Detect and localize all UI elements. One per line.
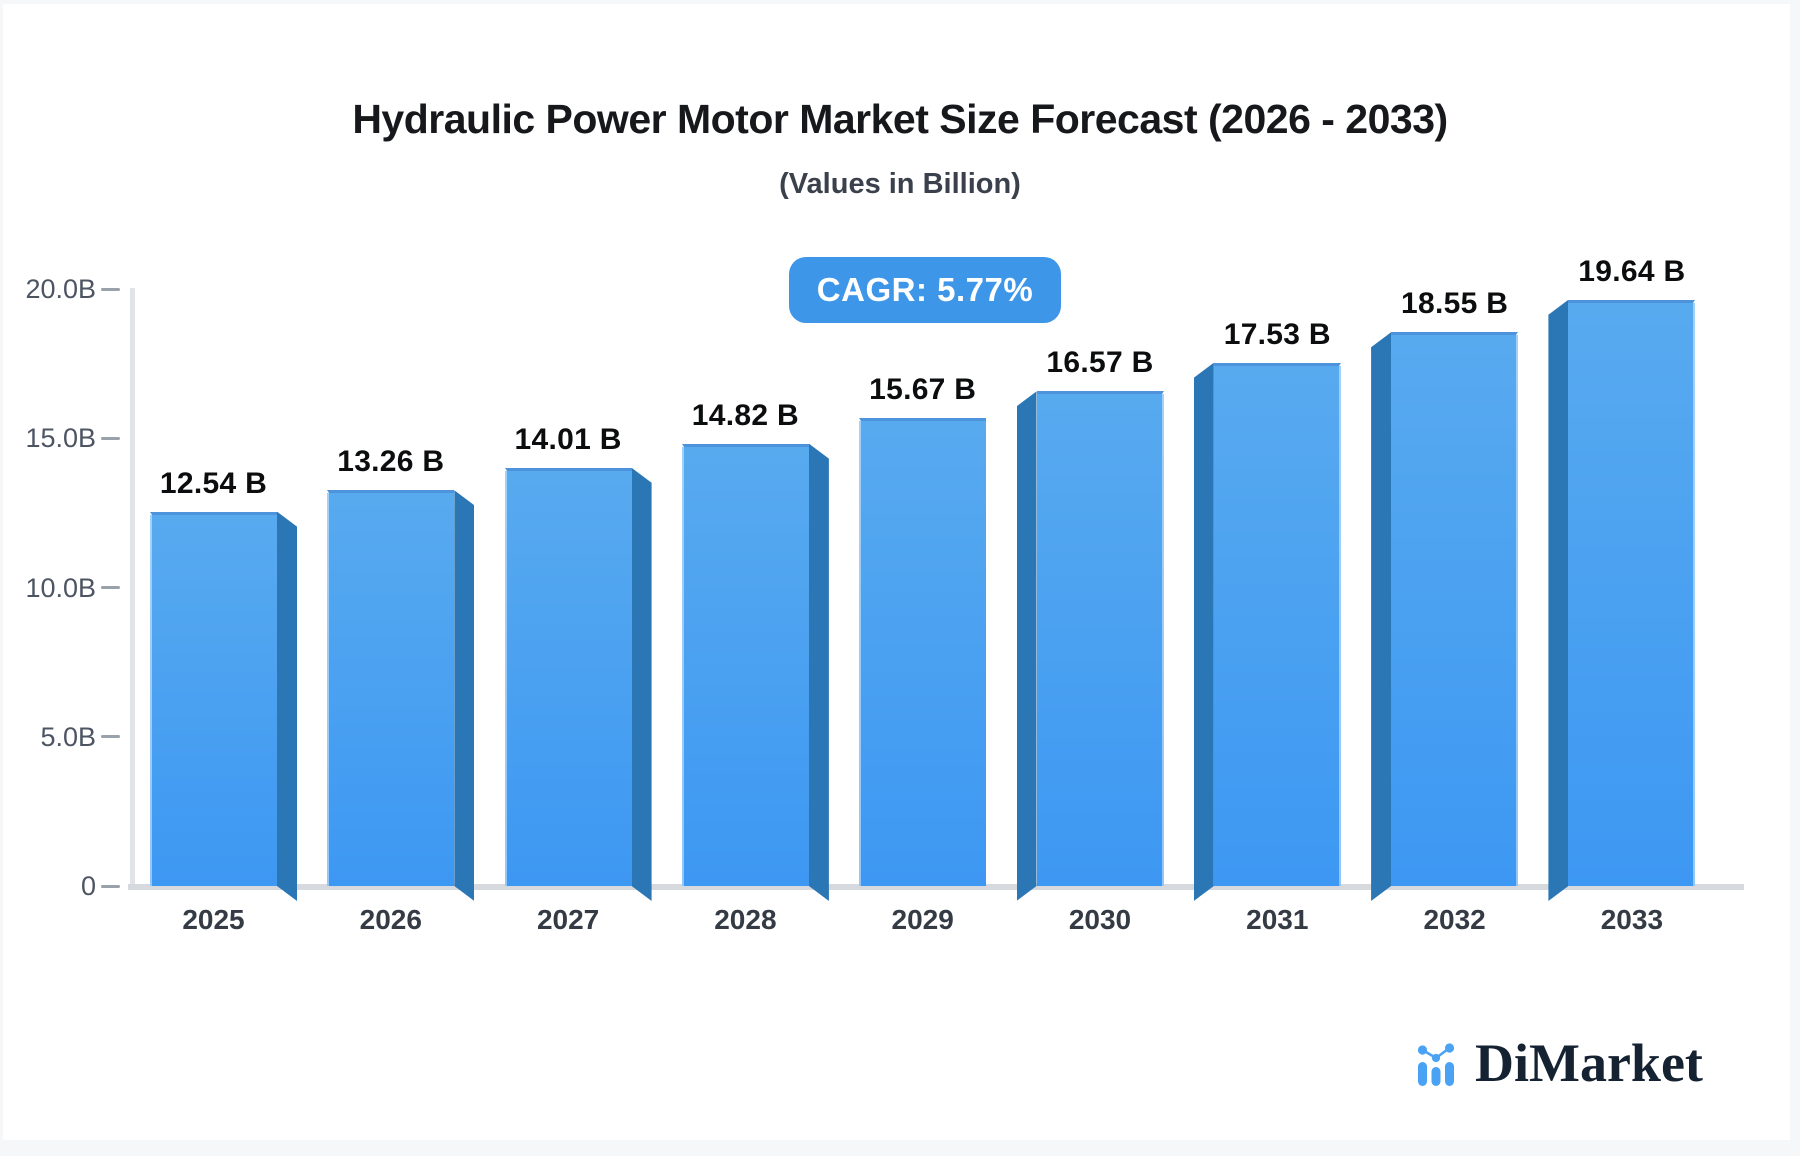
bar-value-label: 17.53 B bbox=[1223, 317, 1331, 351]
bar-side-face bbox=[809, 444, 829, 901]
bar-side-face bbox=[1194, 363, 1214, 901]
bar-2025[interactable] bbox=[150, 511, 277, 886]
x-axis-label: 2030 bbox=[1068, 904, 1132, 935]
bar-side-face bbox=[632, 468, 652, 901]
y-tick-mark bbox=[101, 735, 120, 739]
y-tick-label: 10.0B bbox=[25, 572, 96, 603]
x-axis-label: 2027 bbox=[536, 904, 600, 935]
y-tick-label: 20.0B bbox=[25, 274, 96, 304]
x-axis-line bbox=[128, 884, 1744, 890]
y-axis-line bbox=[130, 288, 135, 888]
bar-value-label: 13.26 B bbox=[337, 445, 445, 479]
bar-side-face bbox=[1017, 391, 1037, 901]
bar-2027[interactable] bbox=[504, 467, 632, 886]
bar-value-label: 15.67 B bbox=[869, 373, 977, 407]
bar-value-label: 16.57 B bbox=[1046, 346, 1154, 380]
bar-value-label: 18.55 B bbox=[1401, 287, 1509, 321]
bar-2032[interactable] bbox=[1391, 332, 1519, 886]
y-tick-mark bbox=[101, 586, 120, 589]
y-tick-mark bbox=[101, 436, 120, 440]
x-axis-label: 2028 bbox=[714, 904, 777, 935]
bar-value-label: 12.54 B bbox=[159, 466, 268, 500]
bar-value-label: 19.64 B bbox=[1578, 254, 1686, 288]
x-axis-label: 2031 bbox=[1246, 904, 1309, 935]
bar-2031[interactable] bbox=[1213, 362, 1341, 886]
chart-card: Hydraulic Power Motor Market Size Foreca… bbox=[3, 4, 1790, 1140]
y-tick-label: 0 bbox=[80, 871, 96, 901]
bar-side-face bbox=[1548, 300, 1568, 901]
x-axis-label: 2033 bbox=[1600, 904, 1664, 935]
bar-2029[interactable] bbox=[859, 418, 987, 886]
y-tick-label: 15.0B bbox=[25, 423, 96, 454]
bar-side-face bbox=[454, 490, 474, 901]
x-axis-label: 2025 bbox=[182, 904, 245, 935]
chart-subtitle: (Values in Billion) bbox=[779, 168, 1021, 200]
bar-value-label: 14.01 B bbox=[514, 422, 622, 456]
y-tick-label: 5.0B bbox=[40, 721, 96, 752]
x-axis-label: 2032 bbox=[1423, 904, 1486, 935]
bar-value-label: 14.82 B bbox=[691, 398, 799, 432]
brand-logo: DiMarket bbox=[1414, 1033, 1703, 1093]
brand-name: DiMarket bbox=[1475, 1033, 1703, 1093]
bar-2026[interactable] bbox=[327, 490, 455, 886]
bar-2030[interactable] bbox=[1036, 391, 1164, 886]
bar-2033[interactable] bbox=[1568, 299, 1696, 886]
x-axis-label: 2029 bbox=[891, 904, 954, 935]
bar-side-face bbox=[277, 512, 297, 901]
bar-2028[interactable] bbox=[681, 443, 809, 886]
chart-title: Hydraulic Power Motor Market Size Foreca… bbox=[352, 96, 1448, 142]
y-tick-mark bbox=[101, 884, 120, 888]
cagr-badge: CAGR: 5.77% bbox=[789, 257, 1061, 323]
mini-bar-line-chart-icon bbox=[1417, 1043, 1455, 1086]
bar-side-face bbox=[1371, 332, 1391, 901]
x-axis-label: 2026 bbox=[359, 904, 422, 935]
y-tick-mark bbox=[101, 287, 120, 291]
